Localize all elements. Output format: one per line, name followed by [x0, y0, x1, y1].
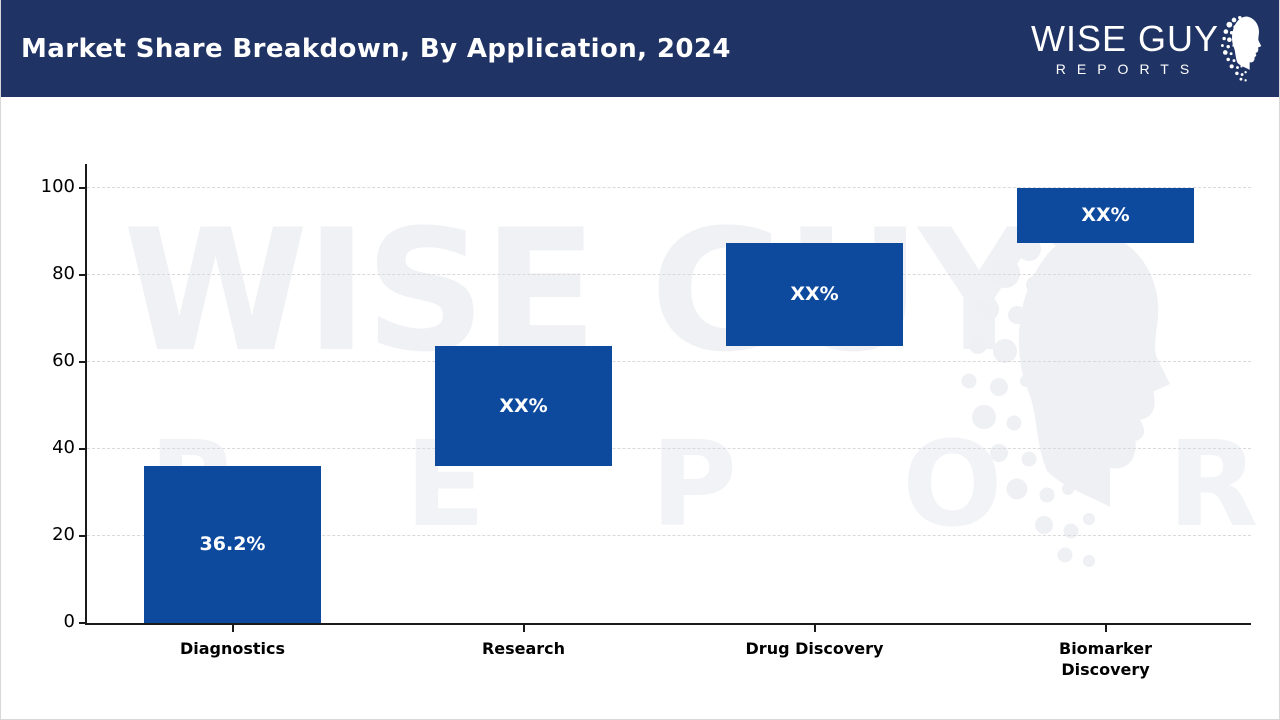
gridline [87, 360, 1251, 362]
logo-wordmark: WISE GUY [1030, 18, 1219, 60]
y-tick-mark [79, 622, 87, 624]
y-tick-label: 60 [52, 349, 75, 371]
y-axis-line [85, 164, 87, 625]
y-tick-label: 100 [40, 175, 75, 197]
x-category-label: Diagnostics [179, 639, 286, 658]
gridline [87, 273, 1251, 275]
logo-text: WISE GUY REPORTS [1031, 20, 1219, 77]
x-category-label: Drug Discovery [745, 639, 884, 658]
bar-segment: XX% [726, 242, 903, 346]
bar-value-label: XX% [499, 394, 548, 417]
x-tick-mark [813, 625, 816, 632]
wise-guy-logo: WISE GUY REPORTS [1031, 6, 1263, 92]
y-tick-mark [79, 360, 87, 363]
x-category-label: Biomarker Discovery [1059, 639, 1152, 679]
y-tick-mark [79, 273, 87, 276]
x-tick-mark [1104, 625, 1107, 632]
logo-head-icon [1220, 15, 1262, 81]
y-tick-mark [79, 186, 87, 189]
y-tick-label: 40 [52, 436, 75, 458]
gridline [87, 186, 1251, 188]
logo-subtitle: REPORTS [1055, 60, 1201, 77]
bar-value-label: XX% [790, 283, 839, 306]
chart-title: Market Share Breakdown, By Application, … [21, 33, 731, 64]
y-tick-mark [79, 447, 87, 450]
header-banner: Market Share Breakdown, By Application, … [1, 0, 1279, 97]
y-tick-label: 20 [52, 523, 75, 545]
gridline [87, 447, 1251, 449]
gridline [87, 534, 1251, 536]
y-tick-mark [79, 534, 87, 537]
bar-segment: XX% [435, 345, 612, 466]
chart-area: WISE GUY R E P O R T S 02040608010036.2%… [1, 97, 1279, 719]
y-tick-label: 0 [63, 611, 75, 632]
x-tick-mark [522, 625, 525, 632]
bar-value-label: 36.2% [199, 533, 266, 556]
bar-value-label: XX% [1081, 204, 1130, 227]
bar-segment: XX% [1017, 187, 1194, 243]
x-category-label: Research [481, 639, 566, 658]
y-tick-label: 80 [52, 262, 75, 284]
x-tick-mark [231, 625, 234, 632]
bar-segment: 36.2% [144, 465, 321, 623]
x-axis-line [85, 623, 1251, 625]
